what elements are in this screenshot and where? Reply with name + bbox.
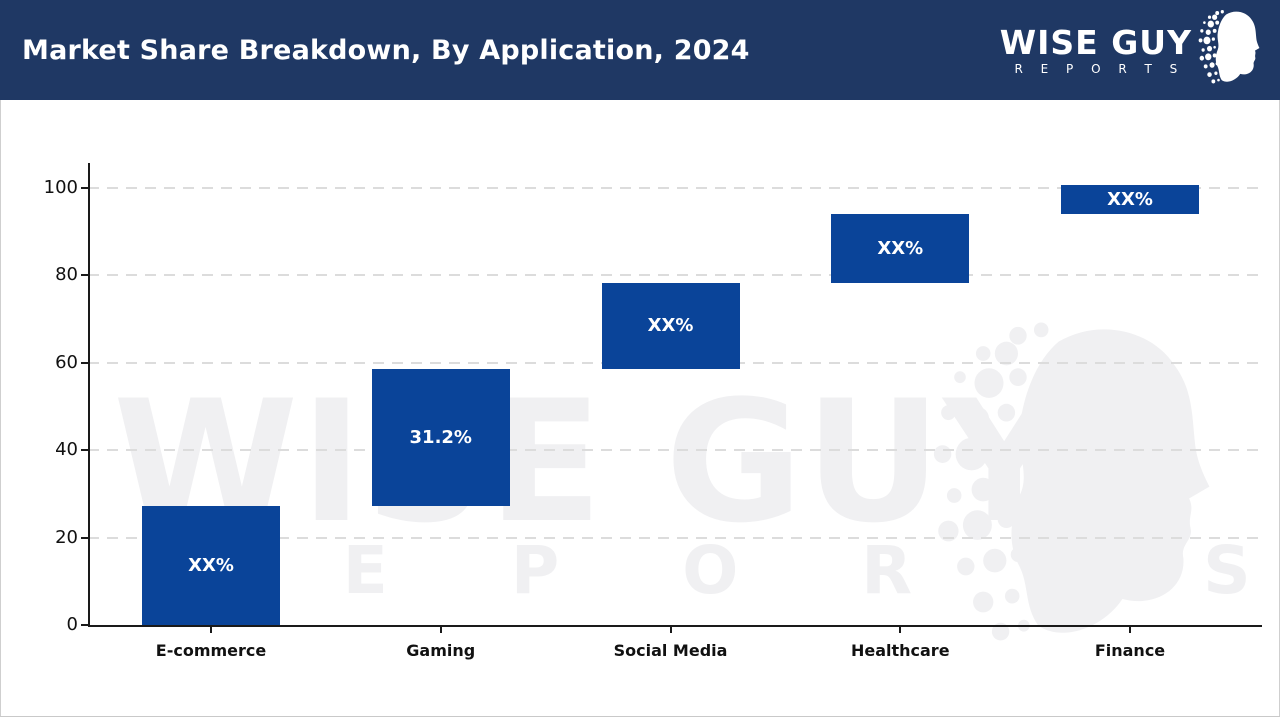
x-category-label: Finance <box>1094 641 1166 660</box>
y-tick-mark <box>81 449 88 451</box>
gridline-100 <box>88 186 1262 189</box>
bar-healthcare: XX% <box>831 214 970 283</box>
y-tick-mark <box>81 624 88 626</box>
x-tick-mark <box>439 627 442 633</box>
y-tick-mark <box>81 274 88 276</box>
bar-e-commerce: XX% <box>142 505 280 625</box>
gridline-40 <box>88 449 1262 451</box>
y-tick-label: 100 <box>43 176 78 198</box>
x-category-label: Social Media <box>613 641 728 660</box>
bar-value-label: 31.2% <box>409 426 472 448</box>
y-tick-label: 0 <box>66 614 78 635</box>
bar-value-label: XX% <box>188 554 234 576</box>
bar-social-media: XX% <box>601 282 740 370</box>
face-logo-icon <box>1198 10 1260 84</box>
x-category-label: Gaming <box>406 641 476 660</box>
x-axis-line <box>88 625 1262 627</box>
y-axis-line <box>88 163 90 627</box>
brand-logo-text: WISE GUY R E P O R T S <box>1000 26 1192 75</box>
bar-value-label: XX% <box>1107 189 1153 211</box>
y-tick-mark <box>81 361 88 364</box>
y-tick-label: 40 <box>55 439 78 460</box>
x-tick-mark <box>1129 627 1131 633</box>
brand-subtitle: R E P O R T S <box>1014 61 1185 76</box>
y-tick-mark <box>81 186 88 189</box>
gridline-20 <box>88 536 1262 539</box>
y-tick-label: 20 <box>55 526 78 548</box>
x-tick-mark <box>899 627 902 633</box>
bar-gaming: 31.2% <box>371 369 510 506</box>
header-bar: Market Share Breakdown, By Application, … <box>0 0 1280 100</box>
x-tick-mark <box>210 627 212 633</box>
bar-value-label: XX% <box>647 315 694 337</box>
brand-logo: WISE GUY R E P O R T S <box>1000 9 1262 91</box>
y-tick-label: 60 <box>55 351 78 373</box>
brand-name: WISE GUY <box>999 22 1192 62</box>
bar-finance: XX% <box>1061 185 1199 215</box>
y-tick-mark <box>81 536 88 539</box>
page-bottom-border <box>0 716 1280 717</box>
x-category-label: E-commerce <box>155 641 267 660</box>
page-title: Market Share Breakdown, By Application, … <box>22 34 750 66</box>
y-tick-label: 80 <box>55 264 78 285</box>
gridline-80 <box>88 274 1262 276</box>
x-tick-mark <box>669 627 672 633</box>
bar-value-label: XX% <box>877 238 924 260</box>
watermark-face-icon <box>933 322 1210 641</box>
x-category-label: Healthcare <box>850 641 950 660</box>
